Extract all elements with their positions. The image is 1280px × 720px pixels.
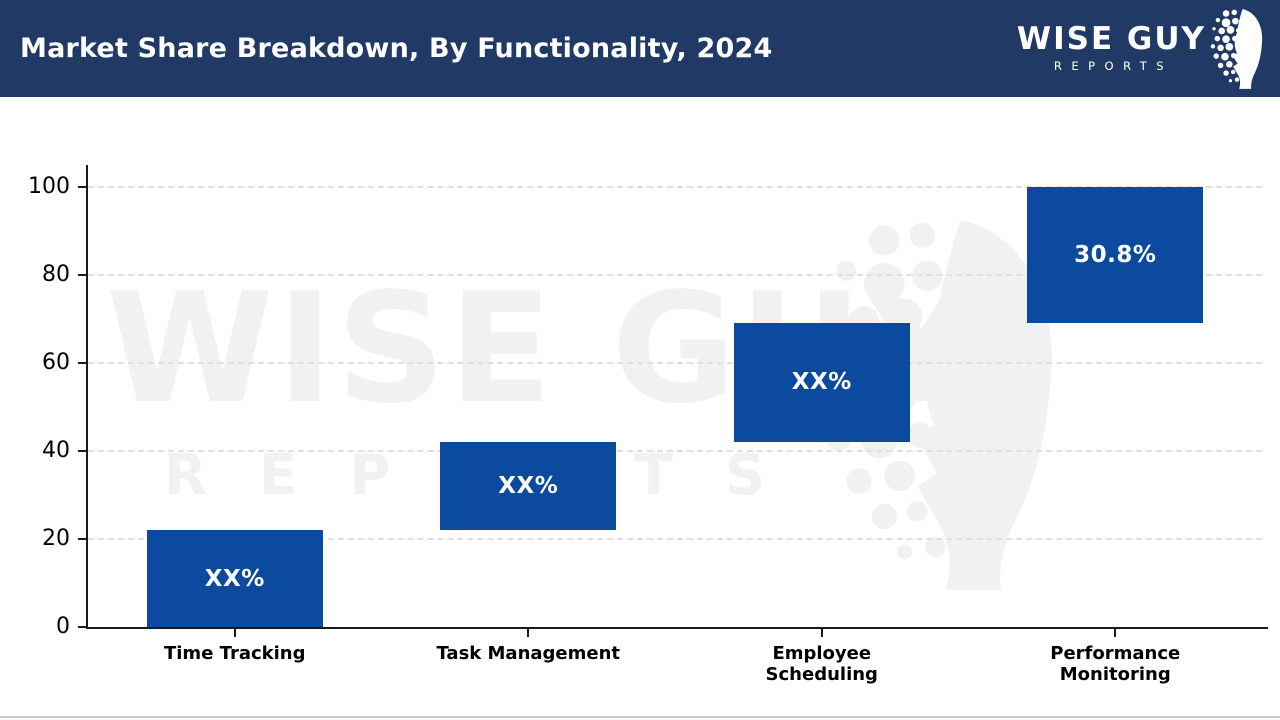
y-axis-tick-label: 0	[56, 614, 70, 639]
category-label-employee-scheduling: Employee Scheduling	[765, 643, 878, 686]
x-axis-tick-mark	[1114, 629, 1117, 637]
y-axis-tick-label: 60	[42, 350, 70, 375]
logo-face-icon	[1208, 8, 1266, 90]
logo-text: WISE GUY REPORTS	[1016, 21, 1206, 74]
gridline-60	[88, 362, 1262, 364]
y-axis-tick-label: 100	[28, 174, 70, 199]
brand-logo: WISE GUY REPORTS	[1017, 8, 1266, 90]
x-axis-tick-mark	[527, 629, 530, 637]
logo-subtitle: REPORTS	[1053, 59, 1174, 73]
category-label-time-tracking: Time Tracking	[163, 643, 306, 664]
bar-time-tracking: XX%	[146, 530, 323, 627]
y-axis-tick-mark	[78, 186, 86, 188]
logo-wordmark: WISE GUY	[1016, 21, 1206, 57]
gridline-100	[88, 186, 1262, 188]
gridline-20	[88, 538, 1262, 540]
gridline-40	[88, 450, 1262, 452]
bar-value-label: XX%	[791, 369, 852, 396]
header-bar: Market Share Breakdown, By Functionality…	[0, 0, 1280, 97]
y-axis-tick-mark	[78, 274, 86, 276]
category-label-performance-monitoring: Performance Monitoring	[1050, 643, 1181, 686]
bar-value-label: XX%	[498, 473, 559, 500]
y-axis-tick-mark	[78, 538, 86, 540]
footer-divider	[0, 716, 1280, 718]
x-axis-tick-mark	[820, 629, 823, 637]
y-axis-line	[86, 165, 88, 629]
bar-value-label: 30.8%	[1074, 241, 1157, 268]
category-label-task-management: Task Management	[436, 643, 621, 664]
y-axis-tick-label: 40	[42, 438, 70, 463]
y-axis-tick-label: 80	[42, 262, 70, 287]
y-axis-tick-label: 20	[42, 526, 70, 551]
bar-value-label: XX%	[204, 565, 265, 592]
bar-performance-monitoring: 30.8%	[1027, 187, 1204, 323]
page-title: Market Share Breakdown, By Functionality…	[20, 33, 773, 64]
bar-task-management: XX%	[440, 442, 617, 531]
gridline-80	[88, 274, 1262, 276]
y-axis-tick-mark	[78, 626, 86, 628]
bar-employee-scheduling: XX%	[733, 322, 910, 443]
y-axis-tick-mark	[78, 362, 86, 364]
y-axis-tick-mark	[78, 450, 86, 452]
x-axis-line	[86, 627, 1268, 629]
x-axis-tick-mark	[233, 629, 236, 637]
